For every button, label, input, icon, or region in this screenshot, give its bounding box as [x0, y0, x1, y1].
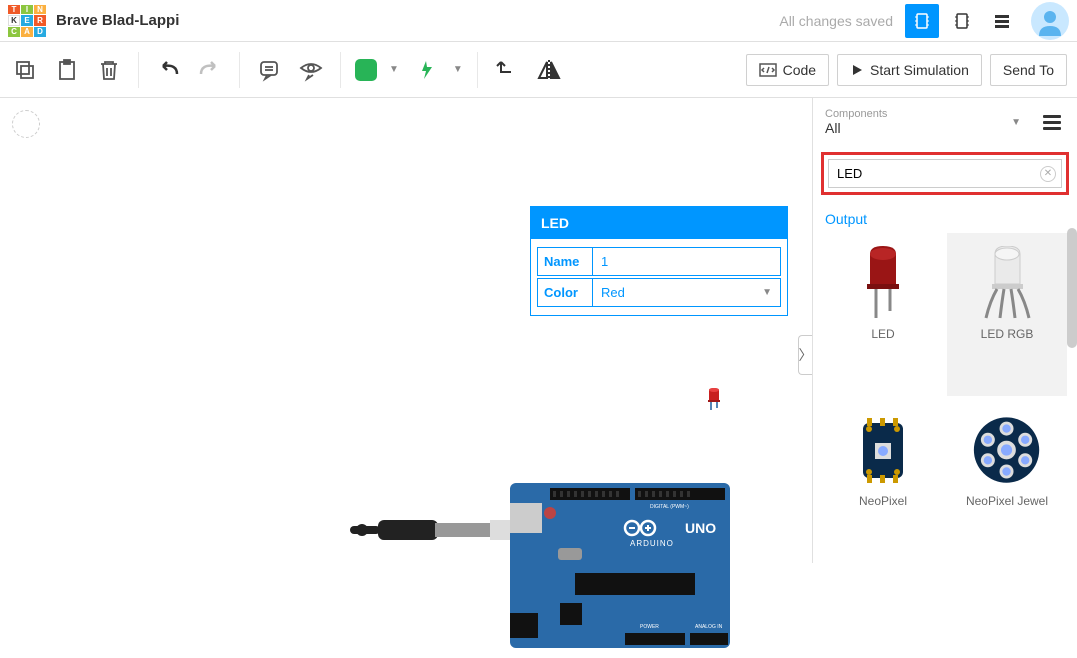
delete-icon[interactable] [94, 55, 124, 85]
components-category-dropdown[interactable]: Components All [825, 108, 1011, 136]
project-title[interactable]: Brave Blad-Lappi [56, 12, 179, 29]
chevron-down-icon: ▼ [1011, 117, 1021, 128]
property-color-select[interactable]: Red ▼ [593, 279, 780, 306]
send-button-label: Send To [1003, 62, 1054, 78]
chevron-down-icon: ▼ [762, 287, 772, 298]
tinkercad-logo[interactable]: TINKERCAD [8, 5, 46, 37]
wire-tool-icon[interactable] [411, 55, 441, 85]
panel-collapse-handle[interactable]: 〉 [798, 335, 812, 375]
component-card-led-rgb[interactable]: LED RGB [947, 233, 1067, 396]
property-row-color: Color Red ▼ [537, 278, 781, 307]
property-name-input[interactable] [601, 254, 772, 269]
schematic-view-icon[interactable] [945, 4, 979, 38]
property-color-value: Red [601, 285, 625, 300]
circuit-view-icon[interactable] [905, 4, 939, 38]
components-grid: LED LED RGB [813, 233, 1077, 563]
chevron-down-icon[interactable]: ▼ [453, 64, 463, 75]
list-view-icon[interactable] [1039, 109, 1065, 135]
dropdown-value: All [825, 120, 1011, 136]
paste-icon[interactable] [52, 55, 82, 85]
canvas-component-arduino[interactable]: UNO ARDUINO DIGITAL (PWM~) ANALOG IN POW… [510, 478, 730, 653]
undo-icon[interactable] [153, 55, 183, 85]
canvas-usb-cable[interactable] [350, 510, 530, 550]
svg-text:ARDUINO: ARDUINO [630, 539, 674, 548]
send-to-button[interactable]: Send To [990, 54, 1067, 86]
components-panel: Components All ▼ ✕ Output LED [812, 98, 1077, 563]
property-name-label: Name [538, 248, 593, 275]
sim-button-label: Start Simulation [870, 62, 969, 78]
components-section-header: Output [813, 205, 1077, 233]
component-card-led[interactable]: LED [823, 233, 943, 396]
arduino-uno-label: UNO [685, 520, 716, 536]
search-highlight-box: ✕ [821, 152, 1069, 195]
components-search-input[interactable] [828, 159, 1062, 188]
search-clear-icon[interactable]: ✕ [1040, 166, 1056, 182]
svg-text:POWER: POWER [640, 624, 659, 630]
dropdown-label: Components [825, 108, 1011, 120]
wire-color-swatch[interactable] [355, 59, 377, 81]
app-header: TINKERCAD Brave Blad-Lappi All changes s… [0, 0, 1077, 42]
user-avatar[interactable] [1031, 2, 1069, 40]
visibility-icon[interactable] [296, 55, 326, 85]
canvas[interactable]: LED Name Color Red ▼ [0, 98, 812, 563]
toolbar: ▼ ▼ Code Start Simulation Send To [0, 42, 1077, 98]
redo-icon[interactable] [195, 55, 225, 85]
component-card-neopixel[interactable]: NeoPixel [823, 400, 943, 563]
copy-icon[interactable] [10, 55, 40, 85]
component-label: LED [871, 327, 894, 341]
save-status: All changes saved [779, 13, 893, 29]
start-simulation-button[interactable]: Start Simulation [837, 54, 982, 86]
chevron-down-icon[interactable]: ▼ [389, 64, 399, 75]
property-panel-title: LED [531, 207, 787, 239]
code-button[interactable]: Code [746, 54, 829, 86]
canvas-component-led[interactable] [705, 388, 723, 417]
note-icon[interactable] [254, 55, 284, 85]
component-label: LED RGB [981, 327, 1034, 341]
property-panel: LED Name Color Red ▼ [530, 206, 788, 316]
component-label: NeoPixel Jewel [966, 494, 1048, 508]
bom-view-icon[interactable] [985, 4, 1019, 38]
rotate-icon[interactable] [492, 55, 522, 85]
panel-scrollbar[interactable] [1067, 228, 1077, 348]
component-label: NeoPixel [859, 494, 907, 508]
code-button-label: Code [783, 62, 816, 78]
property-row-name: Name [537, 247, 781, 276]
svg-text:ANALOG IN: ANALOG IN [695, 624, 723, 630]
svg-text:DIGITAL (PWM~): DIGITAL (PWM~) [650, 504, 689, 510]
property-color-label: Color [538, 279, 593, 306]
component-card-neopixel-jewel[interactable]: NeoPixel Jewel [947, 400, 1067, 563]
zoom-fit-icon[interactable] [12, 110, 40, 138]
mirror-icon[interactable] [534, 55, 564, 85]
